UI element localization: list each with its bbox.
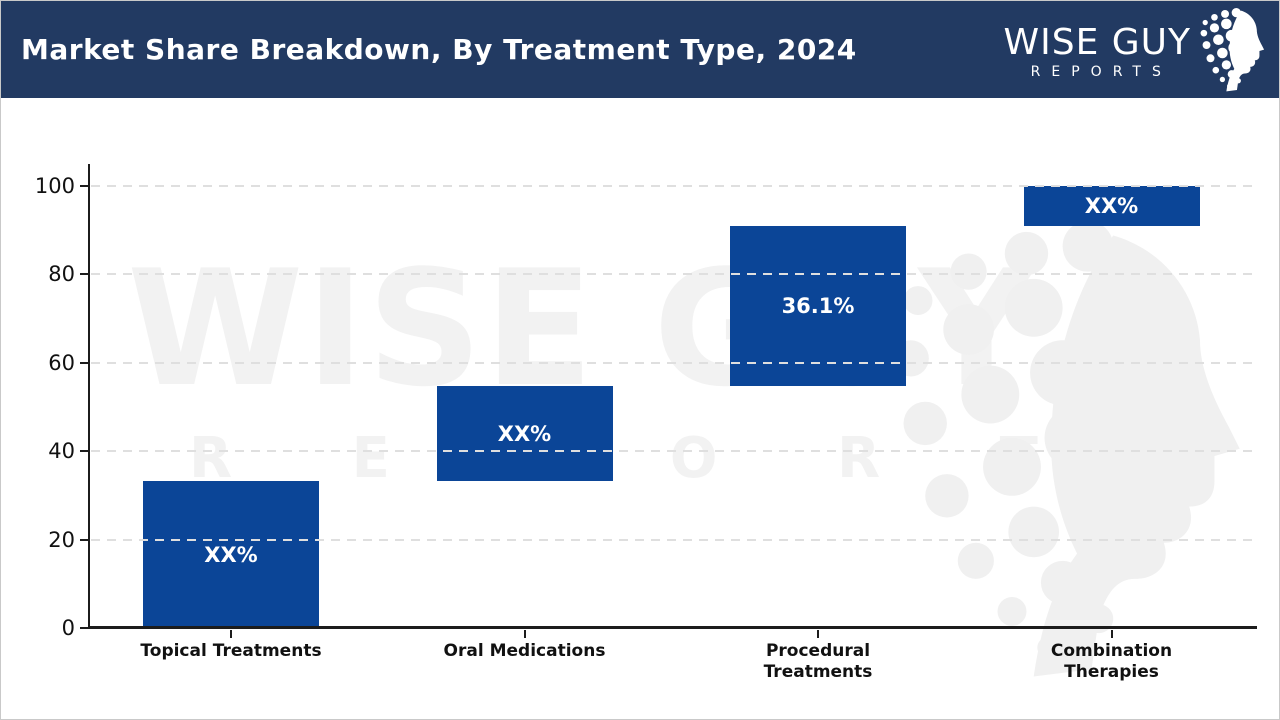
y-axis-line [88, 164, 90, 629]
bar-combination-therapies: XX% [1023, 186, 1200, 227]
gridline-20 [91, 538, 1257, 541]
gridline-100 [91, 185, 1257, 187]
y-axis-tick-label: 40 [48, 439, 75, 464]
header-bar: Market Share Breakdown, By Treatment Typ… [1, 1, 1279, 98]
x-axis-tick [1110, 630, 1113, 638]
x-axis-category-label: Combination Therapies [992, 641, 1232, 683]
bar-oral-medications: XX% [436, 385, 613, 482]
logo-head-icon [1193, 8, 1269, 94]
x-axis-category-label-line: Procedural [765, 641, 871, 661]
gridline-40 [91, 450, 1257, 453]
x-axis-line [88, 626, 1257, 629]
y-axis-tick-label: 0 [61, 616, 75, 640]
bar-value-label: XX% [204, 542, 258, 567]
x-axis-category-label-line: Treatments [763, 662, 873, 682]
logo-reports-text: REPORTS [1030, 63, 1172, 80]
x-axis-category-label-line: Topical Treatments [140, 641, 322, 661]
x-axis-category-label-line: Therapies [1064, 662, 1159, 682]
logo-text: WISE GUY REPORTS [1003, 21, 1192, 80]
y-axis-tick [80, 185, 89, 187]
y-axis-tick [80, 538, 89, 541]
y-axis-tick [80, 273, 89, 276]
gridline-80 [91, 273, 1257, 276]
chart-title: Market Share Breakdown, By Treatment Typ… [21, 33, 857, 66]
y-axis-tick-label: 60 [48, 350, 75, 375]
x-axis-category-label: Oral Medications [405, 641, 645, 662]
bar-value-label: XX% [497, 421, 552, 446]
bar-topical-treatments: XX% [143, 481, 319, 628]
x-axis-category-label: Procedural Treatments [698, 641, 938, 683]
x-axis-tick [523, 630, 526, 638]
x-axis-tick [817, 630, 819, 638]
y-axis-tick [80, 627, 89, 629]
y-axis-tick [80, 450, 89, 453]
x-axis-category-label-line: Combination [1050, 641, 1173, 661]
logo-wise-guy-text: WISE GUY [1003, 21, 1191, 63]
wise-guy-reports-logo: WISE GUY REPORTS [1004, 8, 1270, 94]
x-axis-category-label: Topical Treatments [111, 641, 351, 662]
bar-value-label: 36.1% [781, 293, 855, 318]
y-axis-tick-label: 20 [48, 527, 75, 552]
y-axis-tick [80, 361, 89, 364]
y-axis-tick-label: 100 [34, 174, 75, 198]
x-axis-category-label-line: Oral Medications [443, 641, 606, 661]
y-axis-tick-label: 80 [48, 262, 75, 287]
bar-value-label: XX% [1084, 194, 1139, 219]
bar-procedural-treatments: 36.1% [730, 226, 906, 386]
x-axis-tick [230, 630, 232, 638]
gridline-60 [91, 361, 1257, 364]
